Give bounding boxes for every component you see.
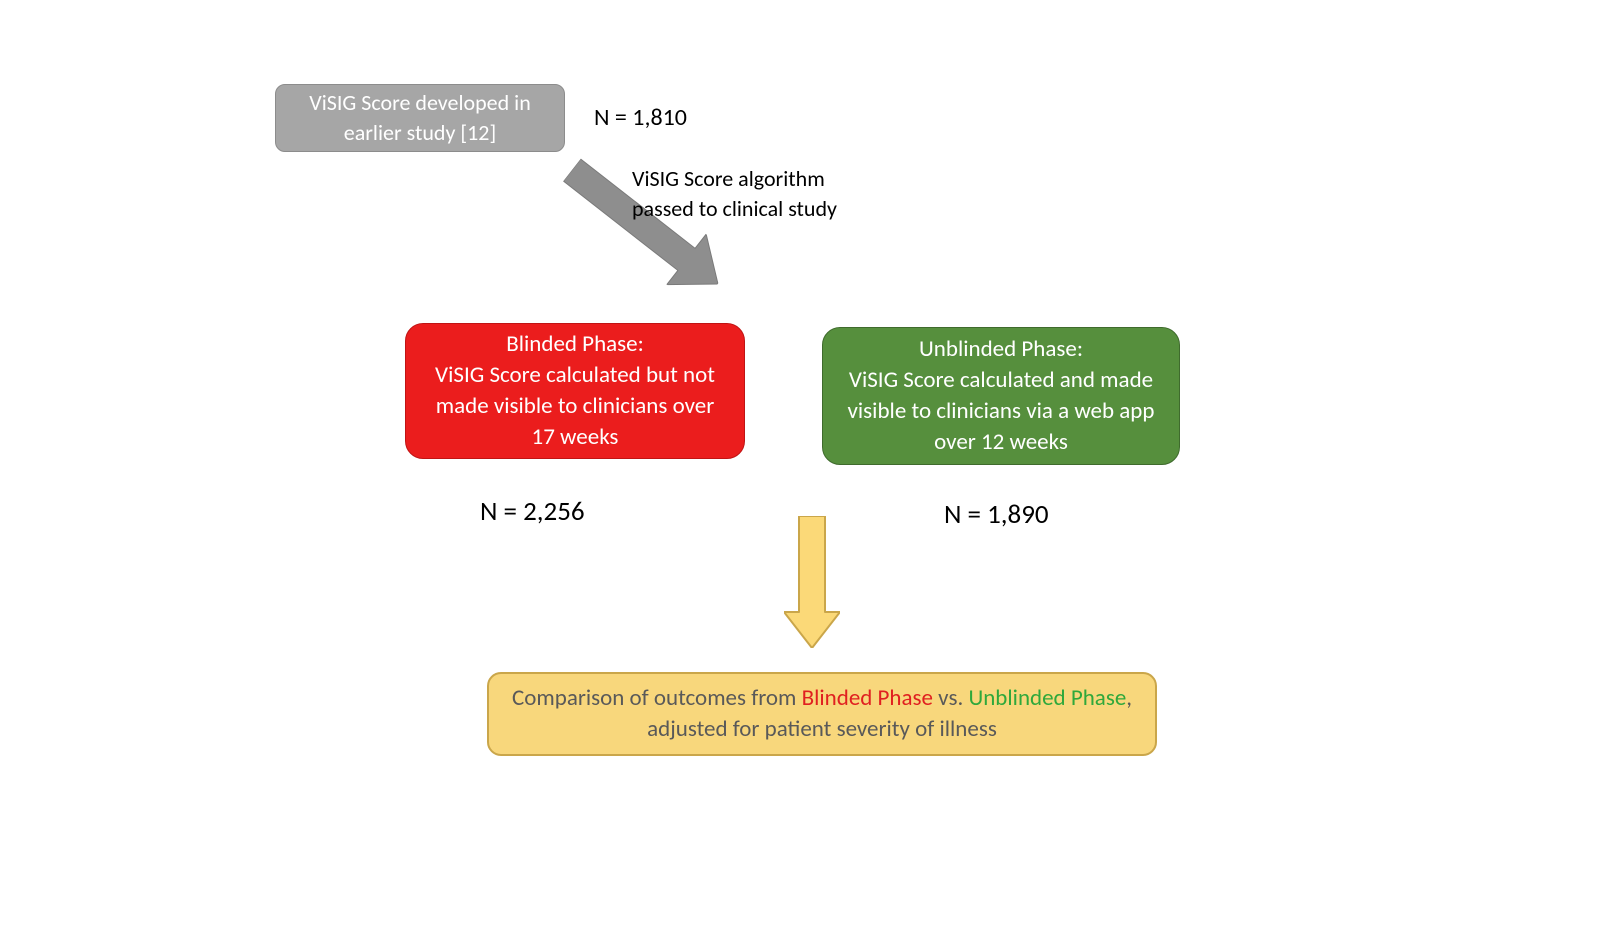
diagram-stage: ViSIG Score developed in earlier study [… [0,0,1600,926]
arrow-to-comparison [784,516,840,648]
box-comparison-text: Comparison of outcomes from Blinded Phas… [507,683,1137,745]
label-n-unblinded: N = 1,890 [944,497,1049,533]
box-unblinded-phase: Unblinded Phase: ViSIG Score calculated … [822,327,1180,465]
box-comparison: Comparison of outcomes from Blinded Phas… [487,672,1157,756]
box-blinded-phase-text: Blinded Phase: ViSIG Score calculated bu… [424,329,726,453]
comparison-text-segment: vs. [933,684,969,712]
box-earlier-study-text: ViSIG Score developed in earlier study [… [294,88,546,147]
comparison-text-segment: Comparison of outcomes from [512,684,802,712]
box-unblinded-phase-text: Unblinded Phase: ViSIG Score calculated … [841,334,1161,458]
label-n-blinded: N = 2,256 [480,494,585,530]
box-blinded-phase: Blinded Phase: ViSIG Score calculated bu… [405,323,745,459]
box-earlier-study: ViSIG Score developed in earlier study [… [275,84,565,152]
label-n-earlier: N = 1,810 [594,102,687,134]
comparison-text-segment: Blinded Phase [802,684,933,712]
comparison-text-segment: Unblinded Phase [968,684,1126,712]
label-algorithm-passed: ViSIG Score algorithm passed to clinical… [632,164,837,223]
